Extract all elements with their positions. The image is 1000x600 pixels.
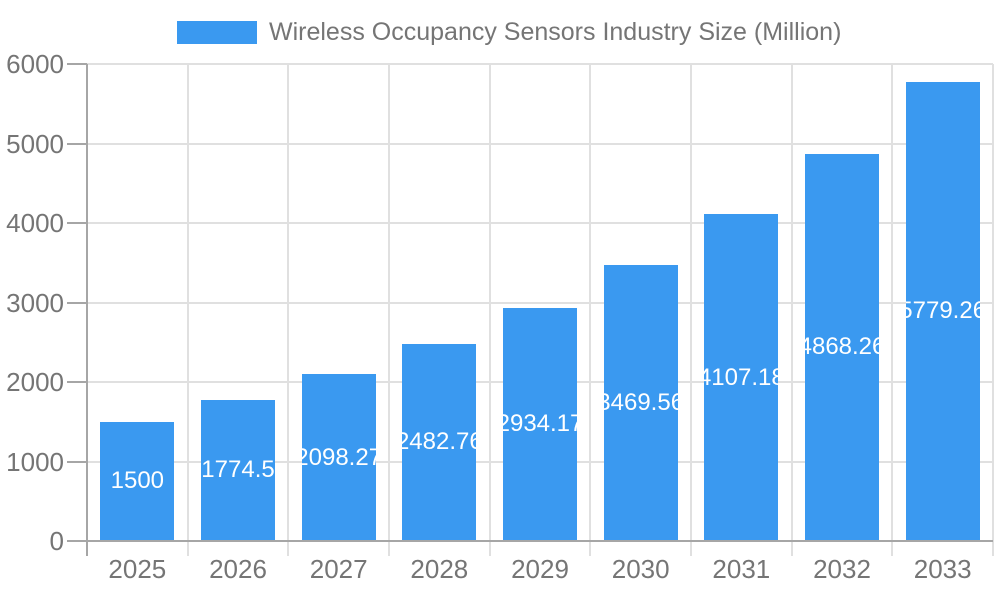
- y-axis-tick-label: 6000: [6, 49, 64, 79]
- y-axis-tick-label: 4000: [6, 208, 64, 238]
- y-axis-tick-label: 3000: [6, 287, 64, 318]
- y-gridline: [87, 142, 993, 145]
- y-gridline: [87, 63, 993, 65]
- x-gridline: [287, 64, 290, 556]
- y-axis-tick: [67, 381, 87, 383]
- bar[interactable]: 4107.18: [704, 214, 779, 541]
- bar-value-label: 4107.18: [704, 363, 779, 391]
- y-axis-tick: [67, 142, 87, 145]
- y-axis-line: [86, 64, 88, 556]
- x-axis-tick-label: 2029: [511, 554, 569, 584]
- x-axis-tick-label: 2032: [813, 554, 871, 584]
- bar[interactable]: 1500: [100, 421, 175, 541]
- x-axis-baseline: [67, 540, 993, 542]
- x-axis-tick-label: 2031: [712, 554, 771, 584]
- bar[interactable]: 2098.27: [301, 374, 376, 541]
- legend-label: Wireless Occupancy Sensors Industry Size…: [269, 18, 842, 46]
- x-gridline: [790, 64, 793, 556]
- x-gridline: [388, 64, 390, 556]
- x-axis-tick-label: 2030: [611, 554, 670, 584]
- x-gridline: [186, 64, 189, 556]
- bar-value-label: 3469.56: [603, 389, 678, 417]
- y-axis-tick-label: 0: [49, 526, 64, 556]
- bar[interactable]: 2934.17: [503, 307, 577, 541]
- legend-swatch: [177, 21, 257, 44]
- x-gridline: [488, 64, 491, 556]
- x-gridline: [992, 64, 994, 556]
- y-axis-tick: [67, 301, 87, 304]
- y-axis-tick: [67, 63, 87, 65]
- bar-value-label: 2934.17: [503, 410, 577, 438]
- y-axis-tick: [67, 222, 87, 224]
- y-gridline: [87, 301, 993, 304]
- y-gridline: [87, 222, 993, 224]
- bar[interactable]: 5779.26: [905, 81, 980, 541]
- x-axis-tick-label: 2025: [108, 554, 167, 584]
- bar-value-label: 1774.5: [201, 456, 275, 484]
- x-gridline: [891, 64, 894, 556]
- bar-value-label: 4868.26: [805, 333, 879, 361]
- bar-value-label: 5779.26: [905, 297, 980, 325]
- y-axis-tick: [67, 460, 87, 463]
- y-axis-tick-label: 5000: [6, 128, 64, 159]
- bar[interactable]: 2482.76: [402, 343, 477, 541]
- bar-value-label: 2482.76: [402, 428, 477, 456]
- bar-value-label: 1500: [110, 467, 165, 495]
- x-axis-tick-label: 2028: [410, 554, 469, 584]
- x-gridline: [589, 64, 592, 556]
- y-axis-tick-label: 1000: [6, 446, 64, 477]
- x-axis-tick-label: 2026: [209, 554, 267, 584]
- bar-value-label: 2098.27: [301, 443, 376, 471]
- bar[interactable]: 4868.26: [805, 153, 879, 541]
- x-axis-tick-label: 2033: [913, 554, 972, 584]
- x-gridline: [690, 64, 692, 556]
- chart-legend: Wireless Occupancy Sensors Industry Size…: [0, 0, 1000, 56]
- y-axis-tick-label: 2000: [6, 367, 64, 397]
- x-axis-tick-label: 2027: [309, 554, 368, 584]
- bar[interactable]: 1774.5: [201, 399, 275, 541]
- bar[interactable]: 3469.56: [603, 265, 678, 541]
